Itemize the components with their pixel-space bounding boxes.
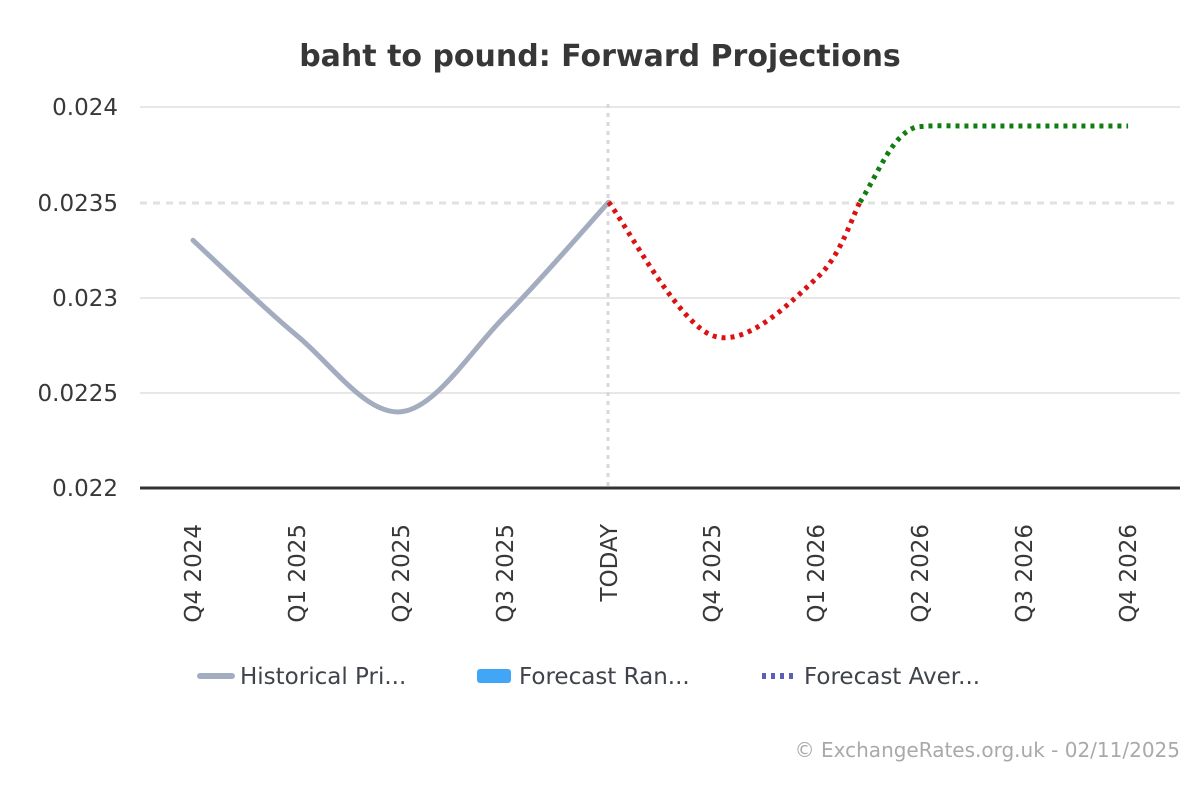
- x-tick-label: Q4 2026: [1116, 524, 1142, 623]
- legend: Historical Pri... Forecast Ran... Foreca…: [197, 664, 980, 690]
- y-axis: 0.024 0.0235 0.023 0.0225 0.022: [38, 95, 118, 502]
- x-tick-label: Q4 2025: [700, 524, 726, 623]
- historical-price-line: [190, 199, 612, 415]
- copyright-credit: © ExchangeRates.org.uk - 02/11/2025: [795, 738, 1180, 762]
- y-tick-label: 0.0235: [38, 191, 118, 217]
- legend-label: Forecast Ran...: [519, 664, 690, 690]
- x-tick-label: Q2 2026: [908, 524, 934, 623]
- x-tick-label: Q3 2026: [1012, 524, 1038, 623]
- forecast-range-swatch-icon: [477, 669, 511, 683]
- forecast-line-below-today: [606, 200, 863, 341]
- y-tick-label: 0.022: [52, 476, 118, 502]
- y-tick-label: 0.024: [52, 95, 118, 121]
- legend-label: Historical Pri...: [240, 664, 406, 690]
- y-tick-label: 0.0225: [38, 381, 118, 407]
- x-tick-label: Q2 2025: [389, 524, 415, 623]
- legend-item-historical-prices[interactable]: Historical Pri...: [197, 664, 406, 690]
- legend-item-forecast-range[interactable]: Forecast Ran...: [477, 664, 690, 690]
- x-axis: Q4 2024 Q1 2025 Q2 2025 Q3 2025 TODAY Q4…: [181, 523, 1142, 623]
- legend-item-forecast-average[interactable]: Forecast Aver...: [762, 664, 980, 690]
- x-tick-label: Q4 2024: [181, 524, 207, 623]
- chart-title: baht to pound: Forward Projections: [299, 39, 901, 74]
- x-tick-label: TODAY: [597, 523, 623, 602]
- forecast-line-above-today: [857, 123, 1129, 204]
- y-gridlines: [140, 106, 1180, 490]
- x-tick-label: Q1 2025: [285, 524, 311, 623]
- y-tick-label: 0.023: [52, 286, 118, 312]
- x-tick-label: Q3 2025: [493, 524, 519, 623]
- legend-label: Forecast Aver...: [804, 664, 980, 690]
- x-tick-label: Q1 2026: [804, 524, 830, 623]
